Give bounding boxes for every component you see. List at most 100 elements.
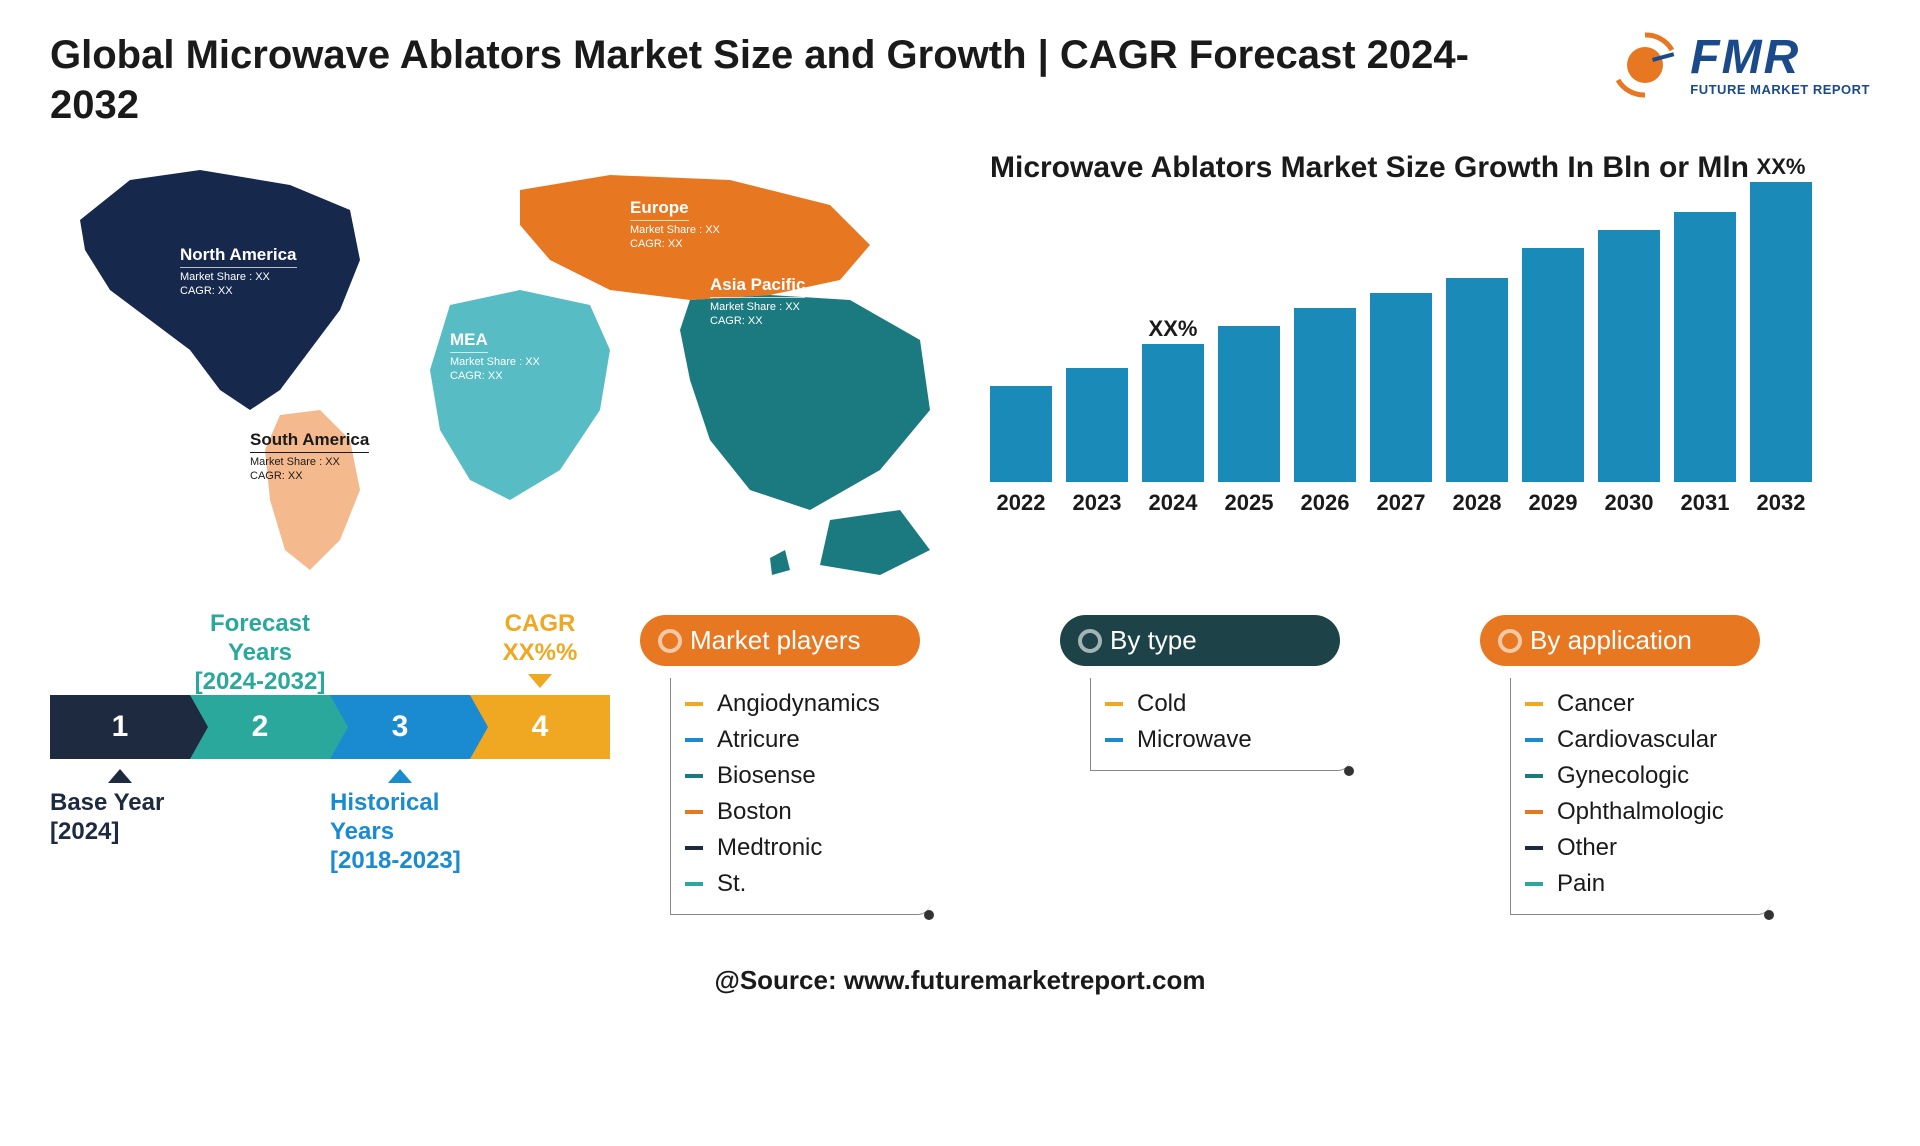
category-list: Angiodynamics Atricure Biosense Boston Medtr… (670, 678, 930, 915)
source-attribution: @Source: www.futuremarketreport.com (50, 965, 1870, 996)
bar-year-label: 2032 (1757, 490, 1806, 516)
category-item: Biosense (671, 758, 930, 794)
map-region-label: EuropeMarket Share : XXCAGR: XX (630, 198, 720, 252)
chart-bar (990, 386, 1052, 482)
logo-icon (1610, 30, 1680, 100)
item-color-dash (685, 882, 703, 886)
timeline-top-label: CAGRXX%% (470, 610, 610, 688)
chart-bar (1750, 182, 1812, 482)
category-item: Angiodynamics (671, 686, 930, 722)
category-list: Cancer CardiovascularGynecologicOphthalmo… (1510, 678, 1770, 915)
item-color-dash (1105, 702, 1123, 706)
category-item: Cardiovascular (1511, 722, 1770, 758)
bar-top-label: XX% (1149, 316, 1198, 342)
bar-year-label: 2027 (1377, 490, 1426, 516)
item-label: Other (1557, 834, 1617, 862)
category-item: Ophthalmologic (1511, 794, 1770, 830)
bar-wrap: 2025 (1218, 326, 1280, 516)
chart-bar (1674, 212, 1736, 482)
bar-year-label: 2030 (1605, 490, 1654, 516)
item-color-dash (685, 702, 703, 706)
bar-year-label: 2023 (1073, 490, 1122, 516)
timeline-bottom-label: Historical Years[2018-2023] (330, 769, 470, 875)
category-pill: By type (1060, 615, 1340, 666)
bar-year-label: 2028 (1453, 490, 1502, 516)
chart-bar (1598, 230, 1660, 482)
chart-bar (1142, 344, 1204, 482)
bar-year-label: 2022 (997, 490, 1046, 516)
item-label: Angiodynamics (717, 690, 880, 718)
category-pill: By application (1480, 615, 1760, 666)
category-item: Pain (1511, 866, 1770, 902)
item-color-dash (685, 810, 703, 814)
bar-wrap: 2029 (1522, 248, 1584, 516)
bar-year-label: 2025 (1225, 490, 1274, 516)
logo: FMR FUTURE MARKET REPORT (1610, 30, 1870, 100)
map-region-label: Asia PacificMarket Share : XXCAGR: XX (710, 275, 805, 329)
category-item: Other (1511, 830, 1770, 866)
item-label: Microwave (1137, 726, 1252, 754)
logo-fmr-text: FMR (1690, 34, 1870, 82)
timeline-widget: Forecast Years[2024-2032]CAGRXX%% 1234 B… (50, 615, 610, 875)
item-label: Biosense (717, 762, 816, 790)
map-region-label: South AmericaMarket Share : XXCAGR: XX (250, 430, 369, 484)
item-color-dash (1525, 846, 1543, 850)
page-title: Global Microwave Ablators Market Size an… (50, 30, 1550, 130)
content-row-bottom: Forecast Years[2024-2032]CAGRXX%% 1234 B… (50, 615, 1870, 915)
category-market-players: Market playersAngiodynamicsAtricureBiose… (640, 615, 1030, 915)
category-item: Atricure (671, 722, 930, 758)
bar-wrap: 2022 (990, 386, 1052, 516)
bar-wrap: XX%2032 (1750, 182, 1812, 516)
category-item: Microwave (1091, 722, 1350, 758)
chart-bar (1370, 293, 1432, 482)
chart-bar (1218, 326, 1280, 482)
item-color-dash (1525, 738, 1543, 742)
timeline-segment: 1 (50, 695, 190, 759)
item-label: St. (717, 870, 746, 898)
logo-text: FMR FUTURE MARKET REPORT (1690, 34, 1870, 97)
item-color-dash (1525, 702, 1543, 706)
category-list: ColdMicrowave (1090, 678, 1350, 771)
category-item: Gynecologic (1511, 758, 1770, 794)
world-map: North AmericaMarket Share : XXCAGR: XX So… (50, 150, 950, 580)
map-region-label: North AmericaMarket Share : XXCAGR: XX (180, 245, 297, 299)
bar-wrap: 2023 (1066, 368, 1128, 516)
item-color-dash (1105, 738, 1123, 742)
bar-wrap: 2028 (1446, 278, 1508, 516)
bar-wrap: 2030 (1598, 230, 1660, 516)
bar-chart: Microwave Ablators Market Size Growth In… (990, 150, 1870, 580)
category-by-application: By application Cancer CardiovascularGyneco… (1480, 615, 1870, 915)
content-row-top: North AmericaMarket Share : XXCAGR: XX So… (50, 150, 1870, 580)
item-color-dash (1525, 774, 1543, 778)
bar-wrap: 2027 (1370, 293, 1432, 516)
bar-wrap: 2026 (1294, 308, 1356, 516)
category-item: St. (671, 866, 930, 902)
logo-subtitle: FUTURE MARKET REPORT (1690, 82, 1870, 97)
chart-bar (1522, 248, 1584, 482)
bar-year-label: 2029 (1529, 490, 1578, 516)
item-color-dash (685, 738, 703, 742)
header: Global Microwave Ablators Market Size an… (50, 30, 1870, 130)
item-label: Cancer (1557, 690, 1634, 718)
timeline-bottom-label: Base Year[2024] (50, 769, 190, 847)
item-color-dash (1525, 882, 1543, 886)
chart-bar (1446, 278, 1508, 482)
item-color-dash (685, 846, 703, 850)
item-label: Boston (717, 798, 792, 826)
timeline-labels-bottom: Base Year[2024] Historical Years[2018-202… (50, 769, 610, 875)
bar-year-label: 2026 (1301, 490, 1350, 516)
bar-year-label: 2024 (1149, 490, 1198, 516)
chart-bars: 2022 2023 XX% 2024 2025 2026 2027 2028 2029 2030 2… (990, 196, 1870, 516)
timeline-segment: 4 (470, 695, 610, 759)
item-label: Pain (1557, 870, 1605, 898)
category-item: Medtronic (671, 830, 930, 866)
timeline-segment: 3 (330, 695, 470, 759)
item-label: Atricure (717, 726, 800, 754)
category-by-type: By type ColdMicrowave (1060, 615, 1450, 771)
item-color-dash (685, 774, 703, 778)
category-item: Boston (671, 794, 930, 830)
chart-title: Microwave Ablators Market Size Growth In… (990, 150, 1870, 186)
bar-top-label: XX% (1757, 154, 1806, 180)
map-region-label: MEAMarket Share : XXCAGR: XX (450, 330, 540, 384)
item-label: Medtronic (717, 834, 822, 862)
